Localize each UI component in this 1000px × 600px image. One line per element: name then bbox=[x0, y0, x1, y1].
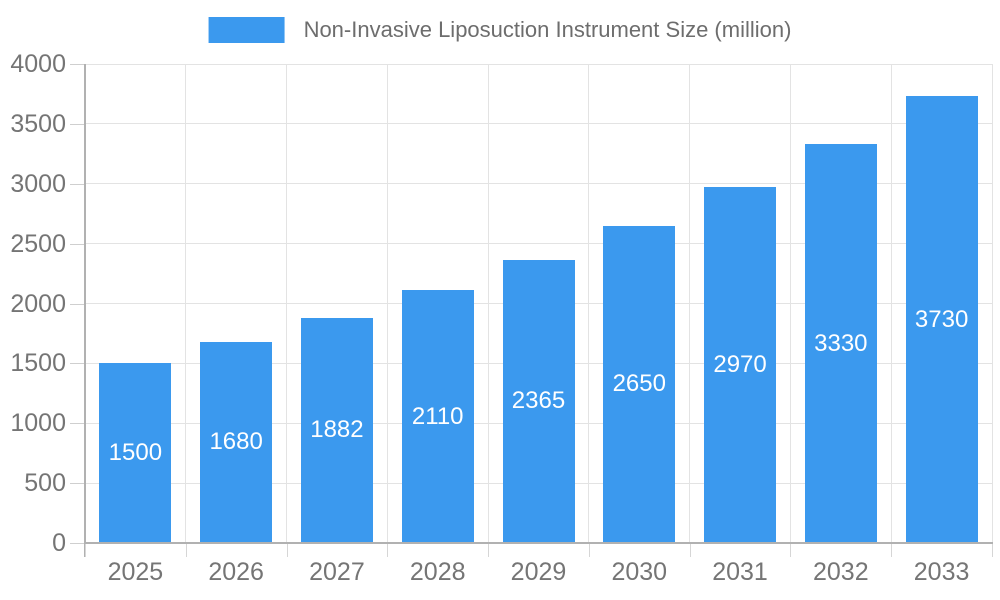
x-axis-tick-label: 2029 bbox=[510, 558, 567, 586]
bar-value-label: 1680 bbox=[209, 428, 263, 456]
bar-2025[interactable]: 1500 bbox=[99, 363, 172, 543]
y-axis-tick-label: 2500 bbox=[10, 229, 66, 258]
bar-value-label: 3730 bbox=[914, 305, 969, 333]
x-axis-tick-label: 2033 bbox=[913, 558, 970, 586]
y-axis-tick-label: 1500 bbox=[10, 349, 66, 378]
bar-2032[interactable]: 3330 bbox=[804, 144, 877, 543]
bar-value-label: 2970 bbox=[713, 351, 767, 379]
bar-2026[interactable]: 1680 bbox=[200, 341, 273, 543]
bar-2028[interactable]: 2110 bbox=[401, 290, 474, 543]
bar-value-label: 2365 bbox=[511, 387, 566, 415]
y-axis-tick bbox=[70, 543, 84, 544]
y-axis-tick bbox=[70, 64, 84, 65]
y-axis-tick bbox=[70, 363, 84, 365]
x-axis-tick bbox=[185, 544, 187, 557]
x-gridline bbox=[588, 64, 590, 543]
x-gridline bbox=[890, 64, 892, 543]
y-axis-tick bbox=[70, 483, 84, 485]
x-gridline bbox=[487, 64, 489, 543]
x-axis-tick-label: 2031 bbox=[712, 558, 768, 586]
y-axis-tick bbox=[70, 123, 84, 125]
bar-2033[interactable]: 3730 bbox=[905, 96, 978, 543]
bar-2031[interactable]: 2970 bbox=[704, 187, 777, 543]
legend-swatch-icon bbox=[208, 17, 285, 43]
x-axis-tick bbox=[387, 544, 389, 557]
y-axis-tick bbox=[70, 243, 84, 245]
x-axis-line bbox=[84, 542, 993, 544]
x-axis-tick bbox=[588, 544, 590, 557]
x-axis-tick bbox=[689, 544, 691, 557]
y-axis-tick bbox=[70, 303, 84, 305]
x-axis-tick-label: 2027 bbox=[309, 558, 365, 586]
y-gridline bbox=[85, 183, 992, 185]
y-gridline bbox=[85, 123, 992, 125]
x-axis-tick bbox=[85, 544, 86, 557]
bar-2027[interactable]: 1882 bbox=[300, 317, 373, 543]
y-axis-tick bbox=[70, 183, 84, 185]
legend-item[interactable]: Non-Invasive Liposuction Instrument Size… bbox=[208, 17, 792, 43]
y-axis-tick-label: 1000 bbox=[10, 409, 66, 438]
x-axis-tick bbox=[488, 544, 490, 557]
bar-value-label: 1500 bbox=[108, 439, 163, 467]
y-gridline bbox=[85, 63, 992, 65]
y-axis-tick-label: 0 bbox=[52, 529, 66, 557]
x-gridline bbox=[991, 64, 993, 543]
x-gridline bbox=[789, 64, 791, 543]
plot-area: 1500 1680 1882 2110 2365 2650 2970 3330 3730 bbox=[85, 63, 993, 543]
bar-value-label: 2650 bbox=[612, 370, 666, 398]
x-axis-tick-label: 2026 bbox=[208, 558, 264, 586]
y-axis-tick-label: 4000 bbox=[10, 50, 66, 78]
x-gridline bbox=[286, 64, 288, 543]
y-axis-line bbox=[84, 64, 86, 557]
bar-value-label: 2110 bbox=[411, 402, 464, 430]
x-axis-tick-label: 2030 bbox=[611, 558, 668, 586]
x-axis-tick bbox=[891, 544, 893, 557]
y-gridline bbox=[85, 243, 992, 245]
x-axis-tick-label: 2025 bbox=[107, 558, 164, 586]
bar-value-label: 3330 bbox=[814, 329, 868, 357]
x-axis-tick bbox=[992, 544, 993, 557]
x-axis-tick-label: 2028 bbox=[409, 558, 466, 586]
y-axis-tick-label: 2000 bbox=[10, 289, 66, 318]
legend-label: Non-Invasive Liposuction Instrument Size… bbox=[303, 17, 792, 42]
x-gridline bbox=[386, 64, 388, 543]
y-axis-tick bbox=[70, 423, 84, 425]
x-axis-tick-label: 2032 bbox=[813, 558, 869, 586]
bar-2030[interactable]: 2650 bbox=[603, 225, 676, 543]
x-gridline bbox=[185, 64, 187, 543]
x-axis-tick bbox=[286, 544, 288, 557]
y-axis-tick-label: 3000 bbox=[10, 169, 66, 198]
bar-value-label: 1882 bbox=[310, 416, 364, 444]
bar-2029[interactable]: 2365 bbox=[502, 259, 575, 543]
x-axis-tick bbox=[790, 544, 792, 557]
y-axis-tick-label: 3500 bbox=[10, 109, 66, 138]
y-axis-tick-label: 500 bbox=[24, 469, 66, 498]
x-gridline bbox=[689, 64, 691, 543]
